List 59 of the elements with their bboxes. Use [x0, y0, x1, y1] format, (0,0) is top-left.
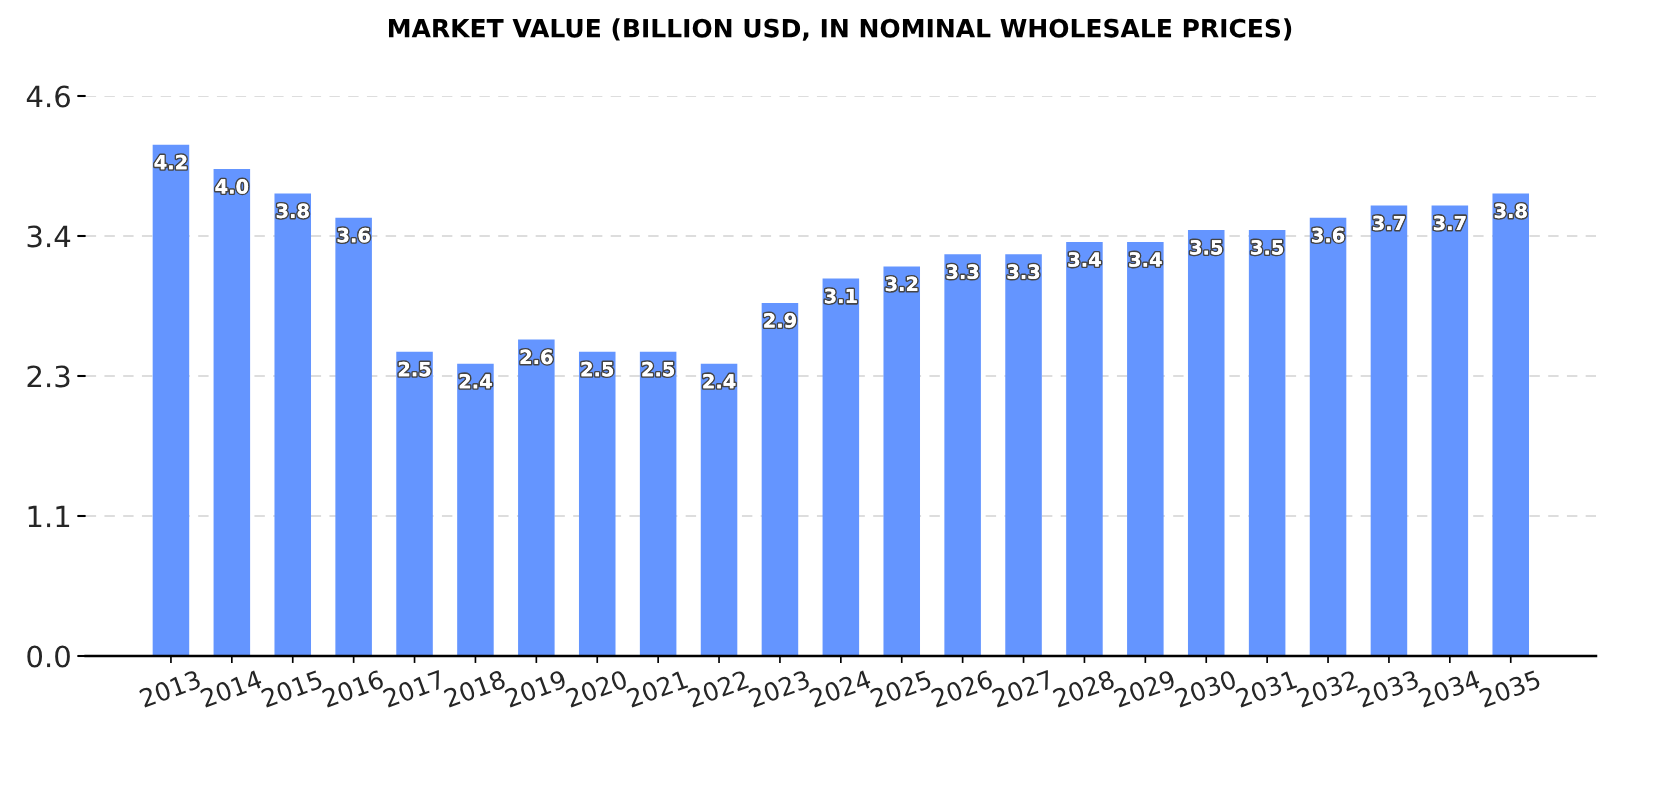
data-label: 3.6: [337, 227, 370, 243]
data-label: 3.1: [824, 288, 857, 304]
y-tick-label: 1.1: [28, 505, 70, 528]
data-label: 4.2: [154, 154, 187, 170]
data-label: 2.4: [459, 373, 492, 389]
bar: [761, 302, 799, 656]
data-label: 3.3: [946, 264, 979, 280]
data-label: 3.8: [276, 203, 309, 219]
data-label: 3.2: [885, 276, 918, 292]
data-label: 3.7: [1433, 215, 1466, 231]
bar: [1248, 229, 1286, 656]
x-tick-label: 2021: [625, 669, 689, 708]
bar: [335, 217, 372, 656]
bar: [578, 351, 616, 656]
y-tick-label: 2.3: [27, 365, 70, 388]
bar: [883, 266, 921, 656]
data-label: 3.8: [1494, 203, 1527, 219]
data-label: 3.5: [1190, 239, 1223, 255]
data-label: 3.4: [1068, 252, 1101, 267]
bar: [1127, 242, 1164, 656]
bar: [1005, 254, 1042, 656]
data-label: 3.6: [1312, 227, 1345, 243]
bar: [1492, 193, 1530, 656]
bar: [213, 169, 251, 656]
bar: [152, 144, 190, 656]
data-label: 3.7: [1373, 215, 1405, 231]
x-tick-label: 2022: [686, 669, 750, 708]
y-tick-label: 4.6: [26, 85, 70, 108]
bar: [1066, 242, 1103, 656]
bar: [274, 193, 312, 656]
data-label: 3.4: [1129, 252, 1162, 267]
bar: [1370, 205, 1408, 656]
bar: [457, 363, 494, 656]
chart-title: MARKET VALUE (BILLION USD, IN NOMINAL WHOLESALE PRICES): [388, 18, 1292, 41]
bar: [1309, 217, 1347, 656]
data-label: 2.4: [703, 373, 736, 389]
y-tick-label: 3.4: [27, 225, 71, 248]
data-label: 2.5: [581, 361, 614, 377]
data-label: 3.3: [1007, 264, 1040, 280]
bar: [1187, 229, 1225, 656]
bar: [518, 339, 555, 656]
bar: [639, 351, 677, 656]
data-label: 3.5: [1251, 239, 1284, 255]
bar: [1431, 205, 1469, 656]
data-label: 4.0: [215, 179, 249, 194]
bar: [822, 278, 860, 656]
data-label: 2.9: [764, 313, 796, 328]
data-label: 2.6: [520, 349, 553, 365]
x-tick-label: 2032: [1295, 669, 1359, 708]
x-tick-label: 2017: [382, 669, 445, 708]
x-tick-label: 2027: [991, 669, 1054, 708]
data-label: 2.5: [398, 361, 431, 377]
bar: [396, 351, 433, 656]
x-tick-label: 2031: [1234, 669, 1298, 708]
bar: [944, 254, 981, 656]
y-tick-label: 0.0: [27, 645, 70, 668]
x-tick-label: 2035: [1478, 669, 1542, 708]
bar: [700, 363, 738, 656]
data-label: 2.5: [642, 361, 675, 377]
